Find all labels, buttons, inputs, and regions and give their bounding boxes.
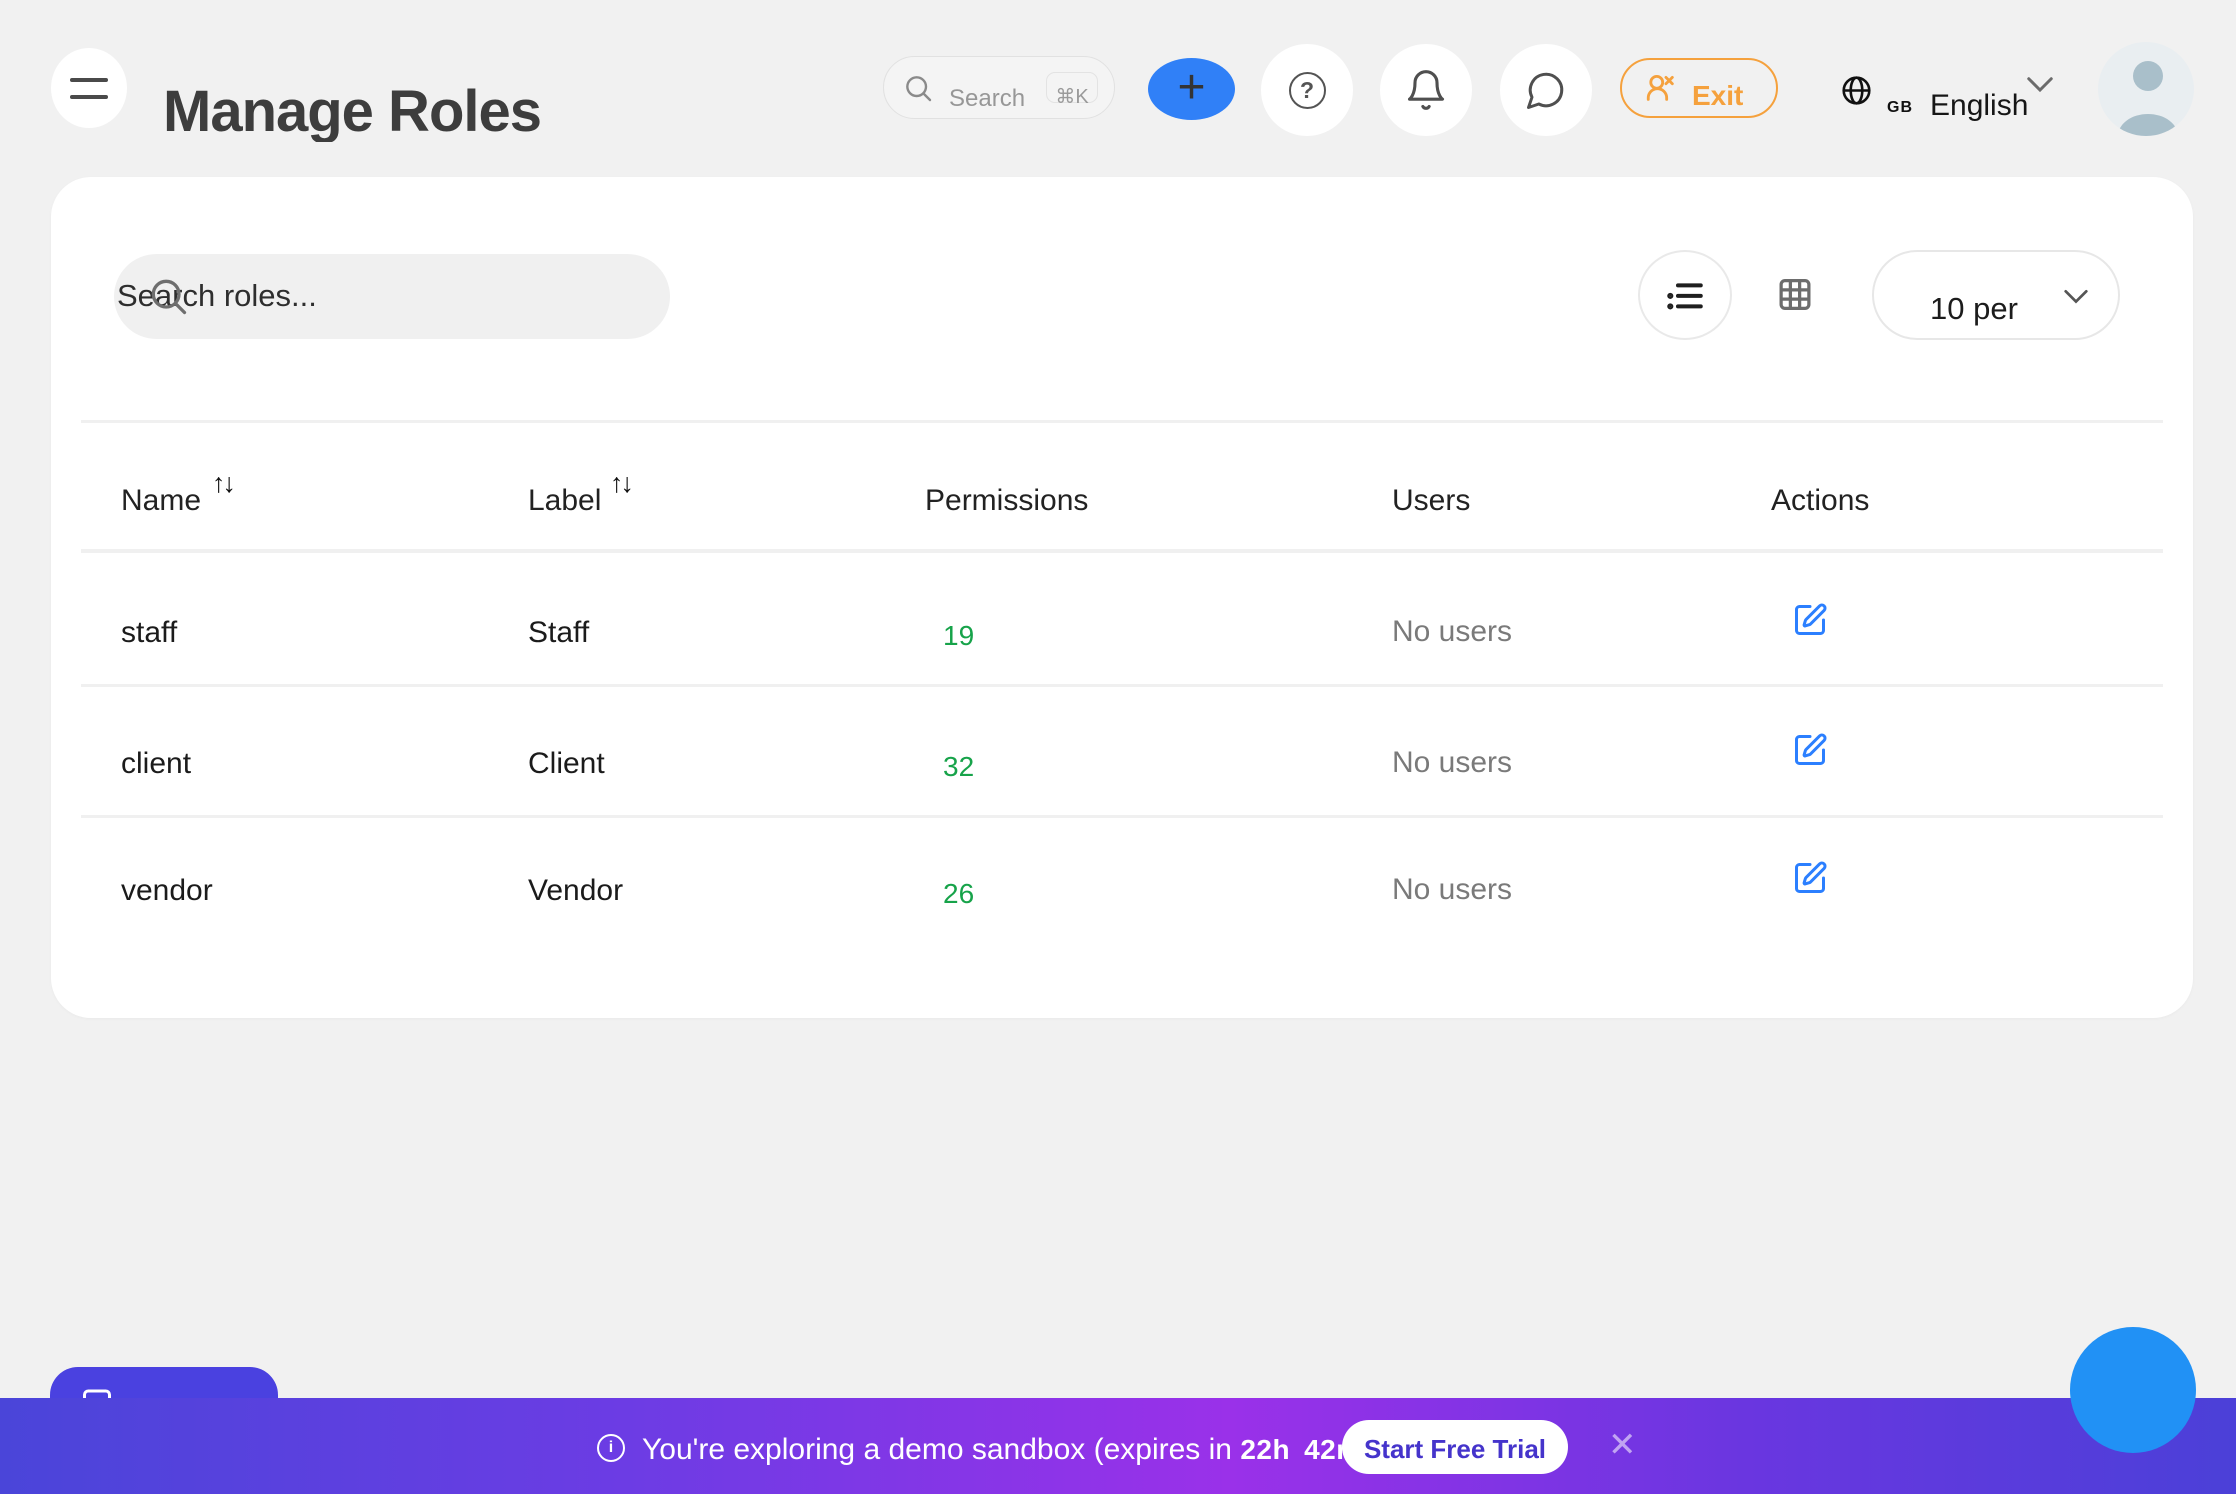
exit-label: Exit xyxy=(1692,80,1744,111)
search-icon xyxy=(151,279,187,315)
language-label: English xyxy=(1930,89,2029,122)
edit-icon xyxy=(1795,733,1827,765)
grid-icon xyxy=(1779,279,1811,310)
chevron-down-icon xyxy=(2027,77,2053,93)
close-icon: ✕ xyxy=(1608,1426,1637,1464)
role-label: Staff xyxy=(528,616,590,649)
help-icon: ? xyxy=(1288,71,1326,109)
add-button[interactable]: + xyxy=(1148,58,1235,120)
column-header-actions: Actions xyxy=(1771,484,1870,517)
column-header-users: Users xyxy=(1392,484,1471,517)
role-permissions-count: 19 xyxy=(943,620,975,651)
chat-widget-button[interactable] xyxy=(2070,1327,2196,1453)
per-page-select[interactable]: 10 per xyxy=(1872,250,2120,340)
search-icon xyxy=(906,76,932,102)
table-header-divider xyxy=(81,549,2163,553)
role-users: No users xyxy=(1392,873,1513,906)
row-divider xyxy=(81,684,2163,687)
sort-icon[interactable]: ↑↓ xyxy=(610,468,634,498)
row-divider xyxy=(81,815,2163,818)
table-top-divider xyxy=(81,420,2163,423)
exit-button[interactable]: Exit xyxy=(1620,58,1778,118)
role-label: Vendor xyxy=(528,874,624,907)
user-x-icon xyxy=(1646,74,1674,101)
edit-role-button[interactable] xyxy=(1792,860,1828,896)
demo-sandbox-banner xyxy=(0,1398,2236,1494)
user-avatar[interactable] xyxy=(2098,42,2194,136)
global-search-placeholder: Search xyxy=(949,85,1026,112)
start-free-trial-label: Start Free Trial xyxy=(1363,1433,1547,1464)
plus-icon: + xyxy=(1177,60,1206,114)
global-search[interactable]: Search ⌘K xyxy=(883,56,1115,119)
edit-icon xyxy=(1795,603,1827,635)
edit-icon xyxy=(1795,861,1827,893)
chat-bubble-icon xyxy=(1527,72,1564,109)
column-header-label[interactable]: Label xyxy=(528,484,602,517)
edit-role-button[interactable] xyxy=(1792,602,1828,638)
sort-icon[interactable]: ↑↓ xyxy=(212,468,236,498)
info-icon: i xyxy=(597,1434,625,1462)
role-name: vendor xyxy=(121,874,213,907)
notifications-button[interactable] xyxy=(1380,44,1472,136)
banner-close-button[interactable]: ✕ xyxy=(1608,1425,1637,1465)
menu-button[interactable] xyxy=(51,48,127,128)
messages-button[interactable] xyxy=(1500,44,1592,136)
globe-icon xyxy=(1842,76,1871,105)
role-permissions-count: 26 xyxy=(943,878,975,909)
start-free-trial-button[interactable]: Start Free Trial xyxy=(1342,1420,1568,1474)
list-icon xyxy=(1667,283,1703,310)
keyboard-shortcut-badge: ⌘K xyxy=(1046,72,1098,108)
hamburger-icon xyxy=(70,77,108,99)
per-page-value: 10 per xyxy=(1930,291,2018,326)
person-icon xyxy=(2118,61,2178,136)
column-header-permissions: Permissions xyxy=(925,484,1089,517)
bell-icon xyxy=(1407,70,1445,110)
grid-view-toggle[interactable] xyxy=(1775,276,1815,316)
language-switcher[interactable]: GB English xyxy=(1840,70,2055,125)
role-name: client xyxy=(121,747,192,780)
list-view-toggle[interactable] xyxy=(1638,250,1732,340)
banner-time-hours: 22h xyxy=(1240,1434,1291,1465)
banner-message: You're exploring a demo sandbox (expires… xyxy=(642,1433,1372,1467)
banner-message-prefix: You're exploring a demo sandbox (expires… xyxy=(642,1433,1241,1466)
role-label: Client xyxy=(528,747,605,780)
edit-role-button[interactable] xyxy=(1792,732,1828,768)
chevron-down-icon xyxy=(2064,289,2088,304)
role-permissions-count: 32 xyxy=(943,751,975,782)
roles-search-placeholder: Search roles... xyxy=(117,278,317,313)
column-header-name[interactable]: Name xyxy=(121,484,202,517)
language-code: GB xyxy=(1887,99,1913,116)
role-name: staff xyxy=(121,616,178,649)
roles-search-input[interactable]: Search roles... xyxy=(114,254,670,339)
role-users: No users xyxy=(1392,746,1513,779)
role-users: No users xyxy=(1392,615,1513,648)
page-title: Manage Roles xyxy=(163,82,542,142)
help-button[interactable]: ? xyxy=(1261,44,1353,136)
